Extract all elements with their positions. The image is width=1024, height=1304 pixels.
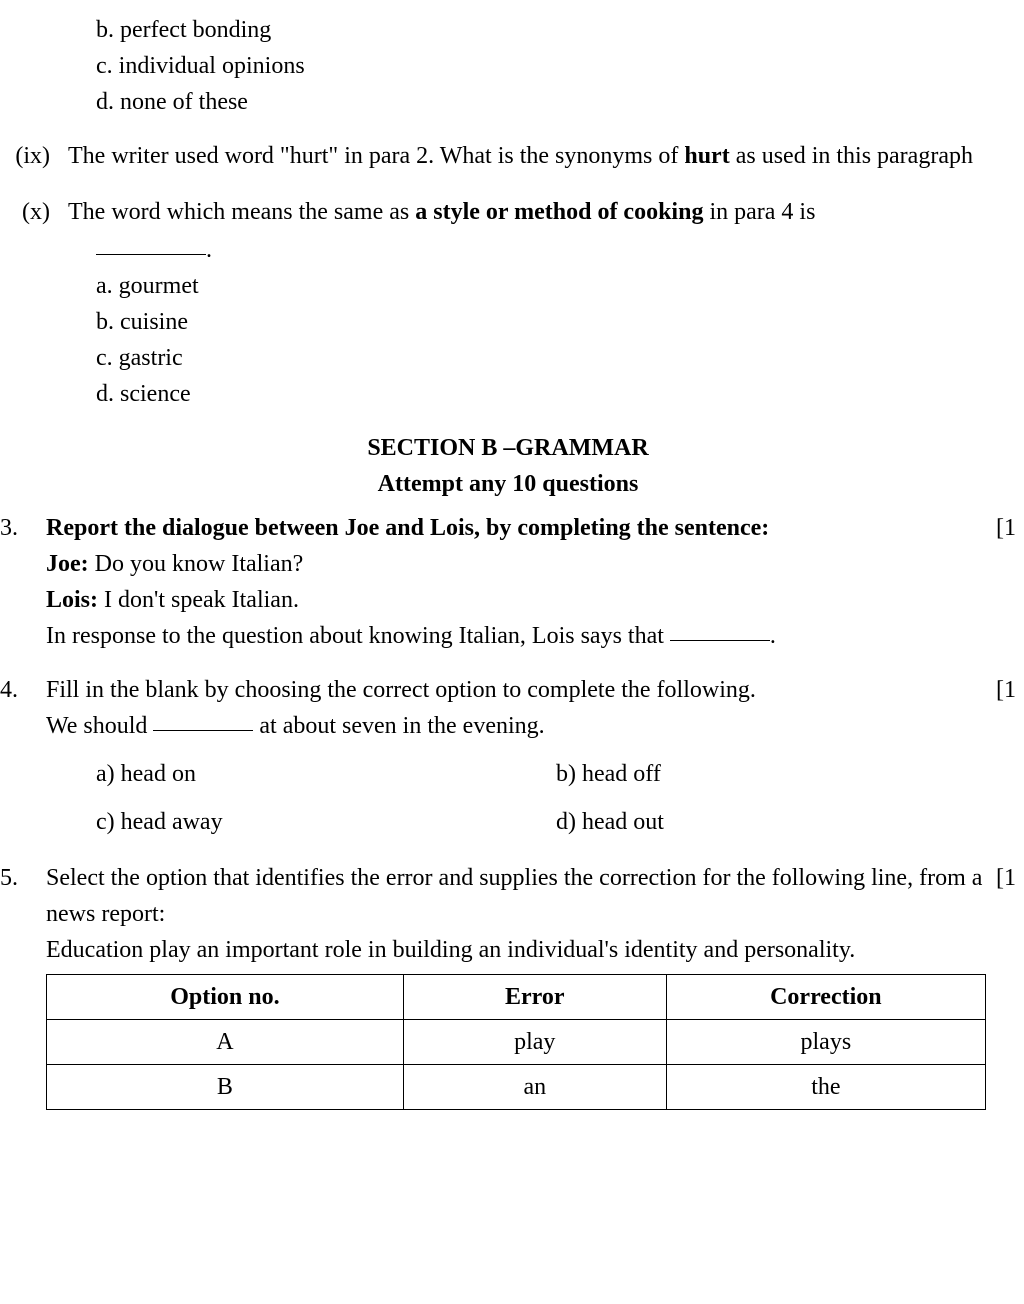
- prev-option-d: d. none of these: [96, 84, 1016, 120]
- table-row: A play plays: [47, 1020, 986, 1065]
- prev-option-c: c. individual opinions: [96, 48, 1016, 84]
- q5-line2: Education play an important role in buil…: [46, 932, 994, 968]
- q4-options: a) head on b) head off: [96, 756, 1016, 792]
- question-number-3: 3.: [0, 510, 46, 654]
- q4-option-c: c) head away: [96, 804, 556, 840]
- table-header-row: Option no. Error Correction: [47, 975, 986, 1020]
- q3-lois-label: Lois:: [46, 587, 98, 613]
- question-4: 4. Fill in the blank by choosing the cor…: [0, 672, 1016, 744]
- cell-b-err: an: [403, 1065, 666, 1110]
- q3-line4: In response to the question about knowin…: [46, 618, 994, 654]
- q4-marks: [1: [996, 672, 1016, 708]
- q-ix-part-c: as used in this paragraph: [730, 143, 973, 169]
- section-title: SECTION B –GRAMMAR: [0, 430, 1016, 466]
- q3-line3: Lois: I don't speak Italian.: [46, 582, 994, 618]
- q4-option-d: d) head out: [556, 804, 1016, 840]
- question-ix: (ix) The writer used word "hurt" in para…: [0, 138, 1016, 174]
- th-error: Error: [403, 975, 666, 1020]
- section-subtitle: Attempt any 10 questions: [0, 466, 1016, 502]
- question-ix-text: The writer used word "hurt" in para 2. W…: [68, 138, 1016, 174]
- question-3: 3. Report the dialogue between Joe and L…: [0, 510, 1016, 654]
- question-number-4: 4.: [0, 672, 46, 744]
- question-number-x: (x): [0, 194, 68, 230]
- table-row: B an the: [47, 1065, 986, 1110]
- cell-a-cor: plays: [666, 1020, 985, 1065]
- question-5: 5. Select the option that identifies the…: [0, 860, 1016, 968]
- q3-joe-text: Do you know Italian?: [89, 551, 304, 577]
- q-ix-bold: hurt: [684, 143, 729, 169]
- prev-option-b: b. perfect bonding: [96, 12, 1016, 48]
- q3-marks: [1: [996, 510, 1016, 546]
- error-correction-table: Option no. Error Correction A play plays…: [46, 974, 986, 1110]
- cell-b-cor: the: [666, 1065, 985, 1110]
- q4-l2b: at about seven in the evening.: [253, 713, 544, 739]
- q4-line1: Fill in the blank by choosing the correc…: [46, 672, 994, 708]
- cell-a-err: play: [403, 1020, 666, 1065]
- q-x-bold: a style or method of cooking: [415, 199, 703, 225]
- q-x-option-a: a. gourmet: [96, 268, 1016, 304]
- q4-option-b: b) head off: [556, 756, 1016, 792]
- q4-options-2: c) head away d) head out: [96, 804, 1016, 840]
- q-x-part-c: in para 4 is: [703, 199, 815, 225]
- q4-line2: We should at about seven in the evening.: [46, 708, 994, 744]
- th-correction: Correction: [666, 975, 985, 1020]
- q4-l2a: We should: [46, 713, 153, 739]
- cell-a-opt: A: [47, 1020, 404, 1065]
- cell-b-opt: B: [47, 1065, 404, 1110]
- q3-lois-text: I don't speak Italian.: [98, 587, 299, 613]
- question-x-text: The word which means the same as a style…: [68, 194, 1016, 230]
- q5-marks: [1: [996, 860, 1016, 896]
- q-x-part-a: The word which means the same as: [68, 199, 415, 225]
- q3-line1: Report the dialogue between Joe and Lois…: [46, 510, 994, 546]
- q3-joe-label: Joe:: [46, 551, 89, 577]
- q-x-option-d: d. science: [96, 376, 1016, 412]
- q3-response-text: In response to the question about knowin…: [46, 623, 670, 649]
- q-ix-part-a: The writer used word "hurt" in para 2. W…: [68, 143, 684, 169]
- question-x: (x) The word which means the same as a s…: [0, 194, 1016, 230]
- q-x-option-b: b. cuisine: [96, 304, 1016, 340]
- q4-option-a: a) head on: [96, 756, 556, 792]
- q5-line1: Select the option that identifies the er…: [46, 860, 994, 932]
- question-number-ix: (ix): [0, 138, 68, 174]
- q3-line2: Joe: Do you know Italian?: [46, 546, 994, 582]
- exam-page: b. perfect bonding c. individual opinion…: [0, 0, 1024, 1130]
- q-x-option-c: c. gastric: [96, 340, 1016, 376]
- th-option-no: Option no.: [47, 975, 404, 1020]
- question-number-5: 5.: [0, 860, 46, 968]
- q-x-blank-line: .: [96, 232, 1016, 268]
